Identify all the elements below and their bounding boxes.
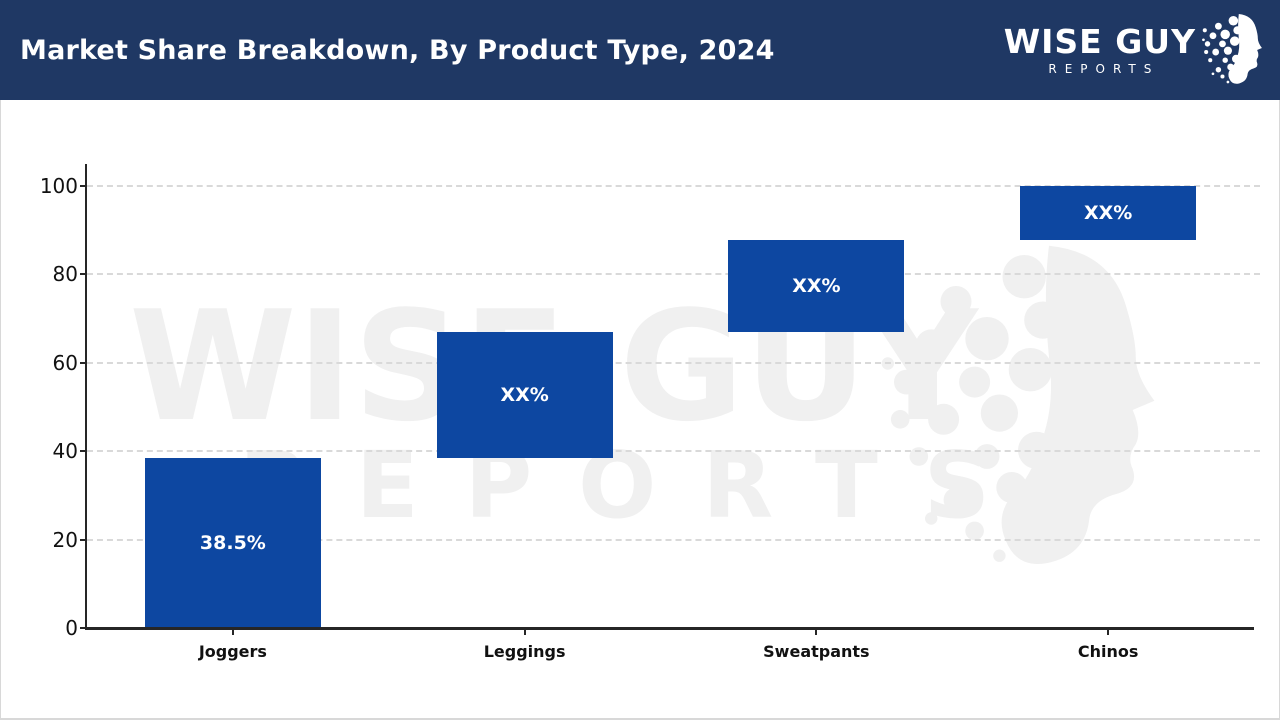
x-tick-label-chinos: Chinos xyxy=(1077,642,1139,661)
logo-subtitle: REPORTS xyxy=(1048,61,1160,76)
y-axis-tick xyxy=(80,538,86,541)
gridline xyxy=(87,273,1260,276)
gridline xyxy=(87,450,1260,453)
x-axis-tick xyxy=(1107,628,1110,635)
gridline xyxy=(87,538,1260,541)
y-tick-label: 20 xyxy=(52,527,78,552)
bar-value-label: XX% xyxy=(500,383,549,406)
y-tick-label: 80 xyxy=(52,262,78,287)
y-tick-label: 40 xyxy=(52,439,78,464)
chart-plot-area: WISE GUY REPORTS 0 20 40 60 80 100 38.5% Jogger… xyxy=(0,100,1280,720)
gridline xyxy=(87,185,1260,187)
wise-guy-reports-logo: WISE GUY REPORTS xyxy=(1004,8,1266,92)
watermark-head-icon xyxy=(863,220,1173,604)
y-tick-label: 0 xyxy=(65,616,78,640)
x-axis-tick xyxy=(231,628,234,635)
y-tick-label: 60 xyxy=(52,350,78,375)
logo-text: WISE GUY REPORTS xyxy=(1004,25,1196,76)
bar-leggings: XX% xyxy=(436,331,613,458)
watermark-subtitle: REPORTS xyxy=(239,432,1037,539)
bar-joggers: 38.5% xyxy=(144,457,321,628)
bar-sweatpants: XX% xyxy=(728,240,905,332)
bar-value-label: XX% xyxy=(792,275,841,298)
bar-value-label: 38.5% xyxy=(199,531,266,554)
y-axis-tick xyxy=(80,185,86,187)
y-axis-tick xyxy=(80,627,86,629)
x-axis-tick xyxy=(523,628,526,635)
x-axis-tick xyxy=(815,628,818,635)
bar-value-label: XX% xyxy=(1083,202,1133,225)
x-tick-label-sweatpants: Sweatpants xyxy=(763,642,870,661)
y-axis-tick xyxy=(80,450,86,453)
logo-wordmark: WISE GUY xyxy=(1003,21,1196,61)
y-tick-label: 100 xyxy=(39,174,78,198)
x-tick-label-leggings: Leggings xyxy=(483,642,566,661)
y-axis-spine xyxy=(85,163,87,630)
header-bar: Market Share Breakdown, By Product Type,… xyxy=(0,0,1280,100)
x-tick-label-joggers: Joggers xyxy=(198,642,267,661)
logo-head-icon xyxy=(1198,8,1266,92)
gridline xyxy=(87,361,1260,364)
y-axis-tick xyxy=(80,361,86,364)
bar-chinos: XX% xyxy=(1020,186,1197,241)
chart-title: Market Share Breakdown, By Product Type,… xyxy=(20,34,775,66)
x-axis-spine xyxy=(85,627,1254,630)
y-axis-tick xyxy=(80,273,86,276)
